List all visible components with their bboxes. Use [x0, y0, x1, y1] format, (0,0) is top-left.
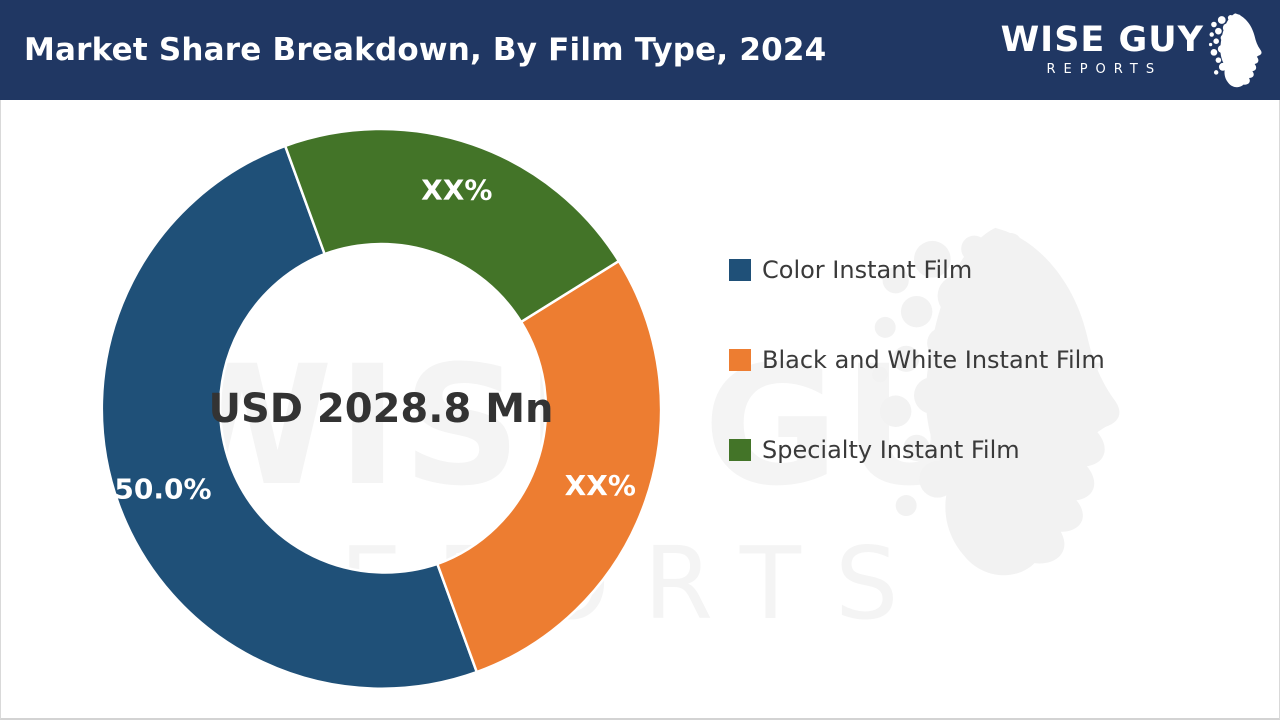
legend-item-black-and-white-instant-film: Black and White Instant Film: [729, 345, 1105, 375]
slice-specialty-instant-film: [283, 127, 621, 324]
legend-label: Specialty Instant Film: [762, 436, 1020, 464]
chart-legend: Color Instant Film Black and White Instan…: [729, 255, 1105, 465]
legend-item-color-instant-film: Color Instant Film: [729, 255, 1105, 285]
brand-name: WISE GUY: [1000, 20, 1204, 60]
legend-item-specialty-instant-film: Specialty Instant Film: [729, 435, 1105, 465]
legend-swatch-icon: [729, 259, 751, 281]
chart-canvas: WISE GUY REPORTS 50.0% XX% XX% USD 2028.8 …: [0, 100, 1280, 720]
slice-value-label-specialty-instant-film: XX%: [421, 174, 492, 207]
watermark-text-line2: REPORTS: [236, 525, 933, 642]
legend-swatch-icon: [729, 439, 751, 461]
header-bar: Market Share Breakdown, By Film Type, 20…: [0, 0, 1280, 100]
wise-guy-face-icon: [1208, 13, 1262, 88]
donut-center-value: USD 2028.8 Mn: [208, 386, 554, 432]
legend-label: Color Instant Film: [762, 256, 973, 284]
legend-label: Black and White Instant Film: [762, 346, 1105, 374]
brand-subname: REPORTS: [1046, 62, 1163, 77]
legend-swatch-icon: [729, 349, 751, 371]
brand-logo-text: WISE GUY REPORTS: [1001, 21, 1204, 77]
brand-logo: WISE GUY REPORTS: [1001, 10, 1262, 88]
page-title: Market Share Breakdown, By Film Type, 20…: [24, 32, 827, 68]
